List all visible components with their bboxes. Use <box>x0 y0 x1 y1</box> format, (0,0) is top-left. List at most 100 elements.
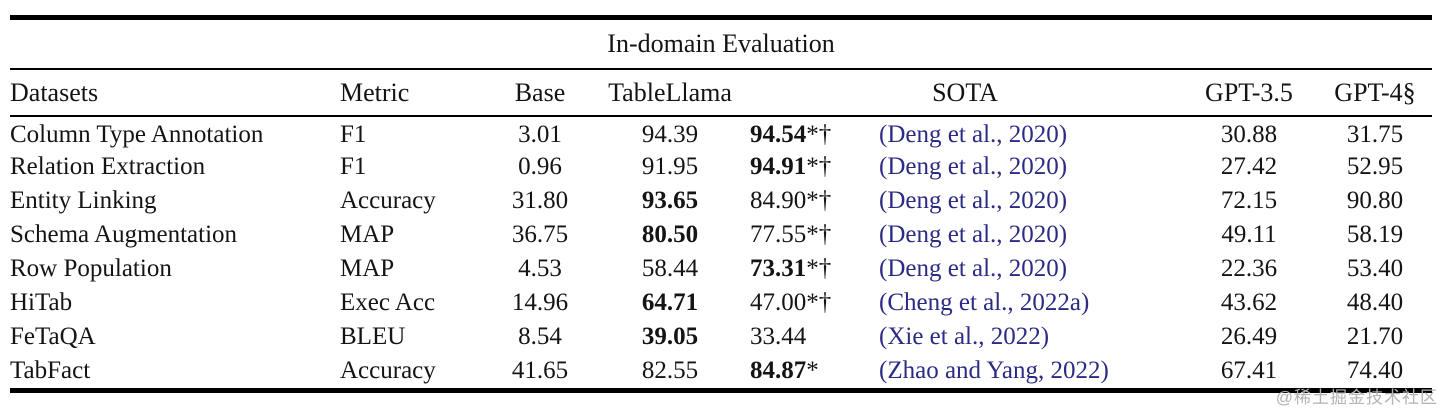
tablellama-score-cell: 94.39 <box>641 121 699 148</box>
metric-cell: Accuracy <box>340 187 436 214</box>
tablellama-score-cell: 91.95 <box>641 153 699 180</box>
base-score-cell: 36.75 <box>511 221 569 248</box>
gpt35-score-cell: 43.62 <box>1220 289 1278 316</box>
base-score-cell: 3.01 <box>518 121 562 148</box>
sota-score: 33.44 <box>750 323 869 351</box>
sota-score-markers: *† <box>806 187 832 214</box>
gpt4-score-cell: 31.75 <box>1346 121 1404 148</box>
tablellama-score-cell: 82.55 <box>641 357 699 384</box>
table-row: FeTaQA BLEU 8.54 39.05 33.44 (Xie et al., 202… <box>10 320 1432 354</box>
metric-cell: BLEU <box>340 323 406 350</box>
tablellama-score-cell: 93.65 <box>641 187 699 214</box>
sota-score-markers: * <box>806 357 819 384</box>
base-score-cell: 31.80 <box>511 187 569 214</box>
base-score-cell: 8.54 <box>518 323 562 350</box>
tablellama-score-cell: 58.44 <box>641 255 699 282</box>
sota-score-value: 77.55 <box>750 221 807 248</box>
gpt4-score-cell: 74.40 <box>1346 357 1404 384</box>
sota-score: 84.90*† <box>750 187 869 215</box>
gpt4-score-cell: 58.19 <box>1346 221 1404 248</box>
sota-cell: 94.54*† (Deng et al., 2020) <box>750 116 1180 150</box>
sota-score-markers: *† <box>806 221 832 248</box>
gpt4-score-cell: 48.40 <box>1346 289 1404 316</box>
sota-score-markers: *† <box>806 255 832 282</box>
gpt4-score-cell: 52.95 <box>1346 153 1404 180</box>
gpt4-score-cell: 21.70 <box>1346 323 1404 350</box>
tablellama-score-cell: 80.50 <box>641 221 699 248</box>
sota-cell: 47.00*† (Cheng et al., 2022a) <box>750 286 1180 320</box>
metric-cell: F1 <box>340 121 367 148</box>
metric-cell: Exec Acc <box>340 289 436 316</box>
citation-link[interactable]: (Deng et al., 2020) <box>879 121 1068 148</box>
base-score-cell: 4.53 <box>518 255 562 282</box>
tablellama-score-cell: 64.71 <box>641 289 699 316</box>
gpt35-score-cell: 67.41 <box>1220 357 1278 384</box>
sota-cell: 33.44 (Xie et al., 2022) <box>750 320 1180 354</box>
dataset-name-cell: TabFact <box>10 357 91 384</box>
evaluation-table: Datasets Metric Base TableLlama SOTA GPT… <box>10 68 1432 388</box>
column-header-gpt35: GPT-3.5 <box>1205 77 1293 107</box>
citation-link[interactable]: (Deng et al., 2020) <box>879 153 1068 180</box>
metric-cell: MAP <box>340 255 395 282</box>
sota-score-markers: *† <box>806 153 832 180</box>
column-header-datasets: Datasets <box>10 77 99 107</box>
metric-cell: Accuracy <box>340 357 436 384</box>
dataset-name-cell: FeTaQA <box>10 323 96 350</box>
sota-cell: 84.87* (Zhao and Yang, 2022) <box>750 354 1180 388</box>
sota-score: 94.54*† <box>750 121 869 149</box>
sota-score-value: 94.54 <box>750 121 807 148</box>
sota-cell: 84.90*† (Deng et al., 2020) <box>750 184 1180 218</box>
sota-score-markers: *† <box>806 289 832 316</box>
column-header-sota: SOTA <box>932 77 998 107</box>
gpt35-score-cell: 30.88 <box>1220 121 1278 148</box>
table-title: In-domain Evaluation <box>607 29 835 58</box>
table-row: Schema Augmentation MAP 36.75 80.50 77.55*† (… <box>10 218 1432 252</box>
citation-link[interactable]: (Cheng et al., 2022a) <box>879 289 1090 316</box>
table-row: HiTab Exec Acc 14.96 64.71 47.00*† (Cheng et … <box>10 286 1432 320</box>
sota-score-value: 33.44 <box>750 323 807 350</box>
gpt35-score-cell: 49.11 <box>1221 221 1277 248</box>
metric-cell: MAP <box>340 221 395 248</box>
table-row: TabFact Accuracy 41.65 82.55 84.87* (Zhao and… <box>10 354 1432 388</box>
citation-link[interactable]: (Deng et al., 2020) <box>879 255 1068 282</box>
dataset-name-cell: Row Population <box>10 255 172 282</box>
column-header-gpt4: GPT-4§ <box>1334 77 1416 107</box>
table-row: Entity Linking Accuracy 31.80 93.65 84.90*† (… <box>10 184 1432 218</box>
column-header-tablellama: TableLlama <box>608 77 732 107</box>
dataset-name-cell: Schema Augmentation <box>10 221 238 248</box>
tablellama-score-cell: 39.05 <box>641 323 699 350</box>
table-bottom-rule <box>10 388 1432 393</box>
sota-score-value: 47.00 <box>750 289 807 316</box>
sota-cell: 94.91*† (Deng et al., 2020) <box>750 150 1180 184</box>
sota-score-value: 73.31 <box>750 255 807 282</box>
table-top-rule <box>10 15 1432 20</box>
dataset-name-cell: Relation Extraction <box>10 153 206 180</box>
base-score-cell: 14.96 <box>511 289 569 316</box>
dataset-name-cell: HiTab <box>10 289 73 316</box>
dataset-name-cell: Column Type Annotation <box>10 121 264 148</box>
sota-score-markers: *† <box>806 121 832 148</box>
table-row: Row Population MAP 4.53 58.44 73.31*† (Deng e… <box>10 252 1432 286</box>
table-row: Column Type Annotation F1 3.01 94.39 94.54*†… <box>10 116 1432 150</box>
citation-link[interactable]: (Deng et al., 2020) <box>879 187 1068 214</box>
citation-link[interactable]: (Xie et al., 2022) <box>879 323 1050 350</box>
metric-cell: F1 <box>340 153 367 180</box>
citation-link[interactable]: (Zhao and Yang, 2022) <box>879 357 1109 384</box>
sota-score-value: 84.90 <box>750 187 807 214</box>
sota-score-value: 94.91 <box>750 153 807 180</box>
dataset-name-cell: Entity Linking <box>10 187 157 214</box>
column-header-metric: Metric <box>340 77 410 107</box>
table-body: Column Type Annotation F1 3.01 94.39 94.54*†… <box>10 116 1432 388</box>
gpt35-score-cell: 22.36 <box>1220 255 1278 282</box>
sota-score-value: 84.87 <box>750 357 807 384</box>
sota-score: 84.87* <box>750 357 869 385</box>
sota-score: 94.91*† <box>750 153 869 181</box>
gpt35-score-cell: 26.49 <box>1220 323 1278 350</box>
citation-link[interactable]: (Deng et al., 2020) <box>879 221 1068 248</box>
table-row: Relation Extraction F1 0.96 91.95 94.91*† (De… <box>10 150 1432 184</box>
sota-score: 47.00*† <box>750 289 869 317</box>
gpt35-score-cell: 72.15 <box>1220 187 1278 214</box>
sota-cell: 73.31*† (Deng et al., 2020) <box>750 252 1180 286</box>
table-header-row: Datasets Metric Base TableLlama SOTA GPT… <box>10 69 1432 116</box>
